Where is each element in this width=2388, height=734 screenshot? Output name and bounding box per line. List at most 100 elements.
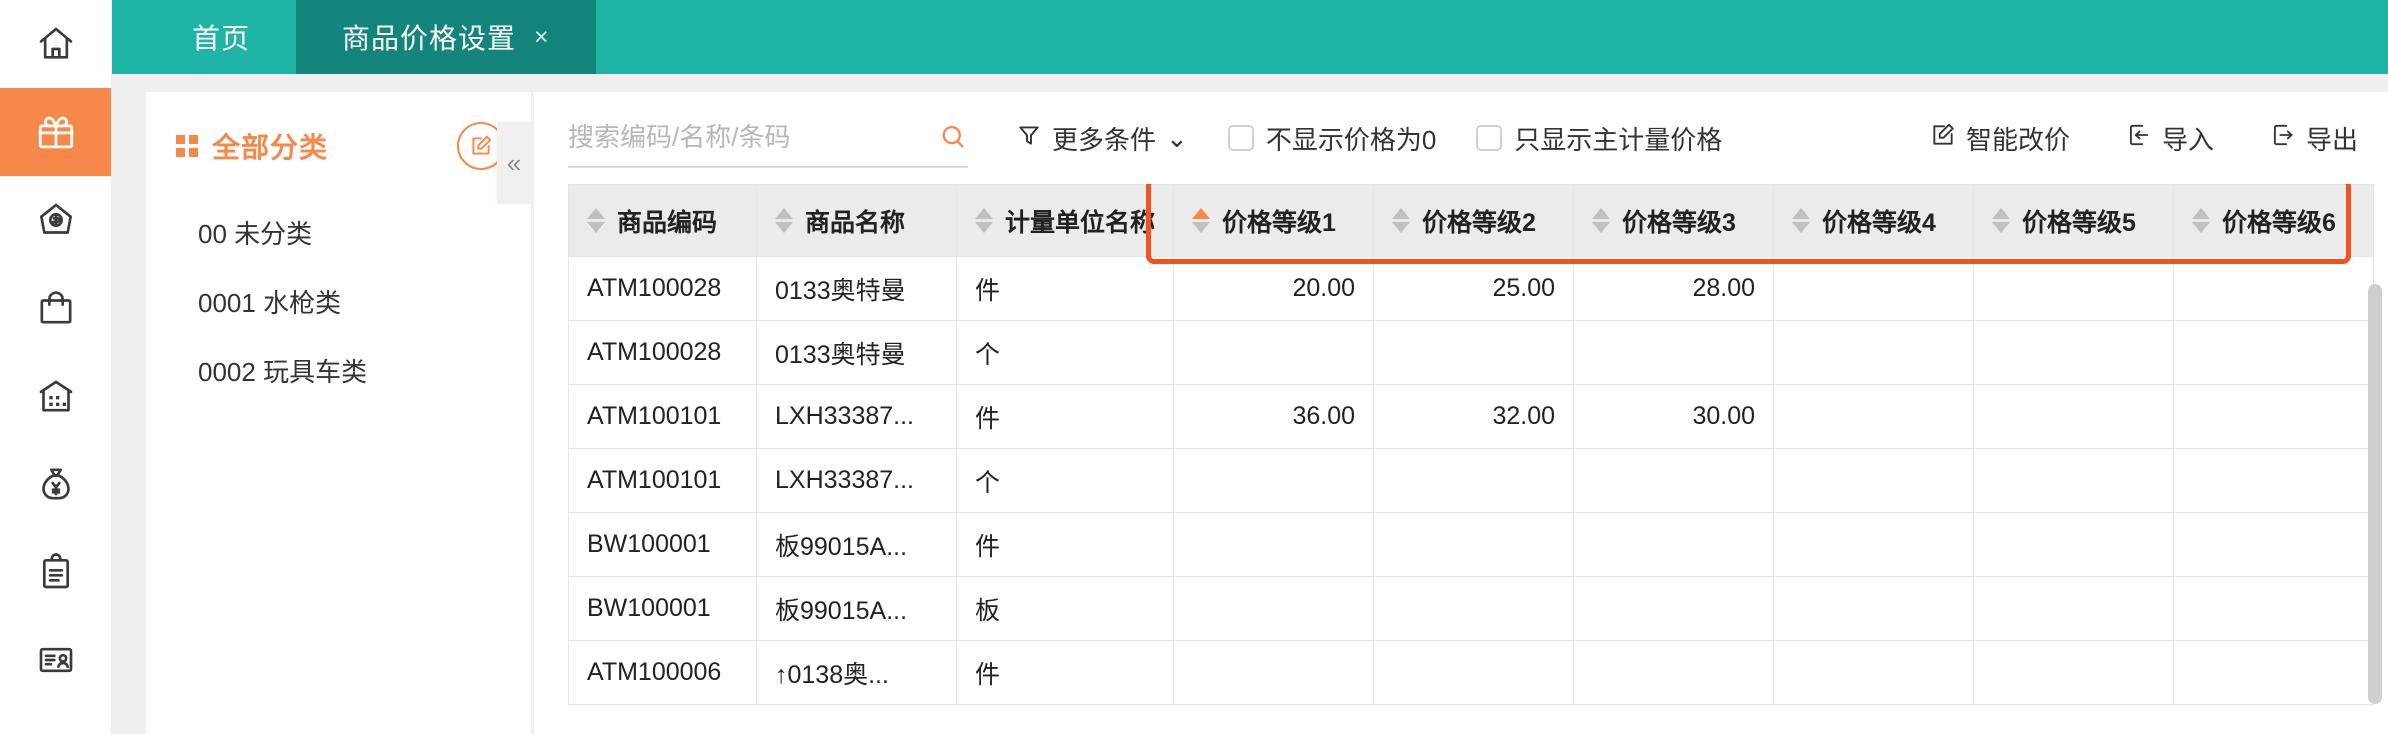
table-row[interactable]: ATM100028 0133奥特曼 个: [568, 320, 2375, 385]
checkbox-hide-zero-price[interactable]: 不显示价格为0: [1227, 120, 1436, 157]
cell-price-3[interactable]: [1573, 640, 1775, 705]
sort-icon[interactable]: [2192, 208, 2211, 233]
table-row[interactable]: ATM100101 LXH33387... 件 36.00 32.00 30.0…: [568, 384, 2375, 449]
cell-price-5[interactable]: [1973, 448, 2175, 513]
cell-price-4[interactable]: [1773, 448, 1975, 513]
cell-price-5[interactable]: [1973, 320, 2175, 385]
column-header-price-level-2[interactable]: 价格等级2: [1373, 184, 1575, 257]
cell-price-2[interactable]: 25.00: [1373, 256, 1575, 321]
tab-home[interactable]: 首页: [146, 0, 296, 74]
more-conditions-button[interactable]: 更多条件 ⌄: [1016, 120, 1188, 157]
cell-price-1[interactable]: [1173, 512, 1375, 577]
cell-price-5[interactable]: [1973, 512, 2175, 577]
column-header-price-level-6[interactable]: 价格等级6: [2173, 184, 2375, 257]
cell-price-2[interactable]: 32.00: [1373, 384, 1575, 449]
column-header-product-name[interactable]: 商品名称: [756, 184, 957, 257]
sort-icon[interactable]: [975, 208, 993, 233]
cell-price-4[interactable]: [1773, 576, 1975, 641]
sort-icon[interactable]: [587, 208, 605, 233]
cell-price-4[interactable]: [1773, 384, 1975, 449]
cell-product-name: 板99015A...: [756, 512, 957, 577]
column-header-price-level-1[interactable]: 价格等级1: [1173, 184, 1375, 257]
cell-price-2[interactable]: [1373, 640, 1575, 705]
category-item-label: 0002 玩具车类: [198, 357, 368, 387]
table-row[interactable]: ATM100028 0133奥特曼 件 20.00 25.00 28.00: [568, 256, 2375, 321]
checkbox-box[interactable]: [1476, 125, 1503, 151]
cell-price-1[interactable]: [1173, 576, 1375, 641]
cell-price-2[interactable]: [1373, 512, 1575, 577]
cell-product-code: BW100001: [568, 576, 757, 641]
vertical-scrollbar[interactable]: [2368, 284, 2382, 704]
cell-product-code: BW100001: [568, 512, 757, 577]
collapse-panel-button[interactable]: «: [497, 122, 531, 204]
sort-icon[interactable]: [1592, 208, 1611, 233]
cell-price-3[interactable]: [1573, 576, 1775, 641]
search-icon[interactable]: [938, 122, 968, 152]
cell-price-5[interactable]: [1973, 576, 2175, 641]
column-header-price-level-4[interactable]: 价格等级4: [1773, 184, 1975, 257]
export-button[interactable]: 导出: [2270, 120, 2358, 157]
cell-price-5[interactable]: [1973, 384, 2175, 449]
cell-price-6[interactable]: [2173, 256, 2375, 321]
cell-price-4[interactable]: [1773, 512, 1975, 577]
cell-price-3[interactable]: [1573, 320, 1775, 385]
checkbox-only-main-unit-price[interactable]: 只显示主计量价格: [1476, 120, 1722, 157]
cell-price-3[interactable]: [1573, 512, 1775, 577]
table-row[interactable]: ATM100006 ↑0138奥... 件: [568, 640, 2375, 705]
cell-price-6[interactable]: [2173, 448, 2375, 513]
category-item-uncategorized[interactable]: 00 未分类: [146, 198, 531, 267]
sidebar-item-members[interactable]: [0, 616, 111, 704]
sort-icon[interactable]: [1392, 208, 1411, 233]
table-row[interactable]: BW100001 板99015A... 板: [568, 576, 2375, 641]
column-header-price-level-5[interactable]: 价格等级5: [1973, 184, 2175, 257]
table-row[interactable]: BW100001 板99015A... 件: [568, 512, 2375, 577]
warehouse-icon: [36, 376, 76, 416]
sort-icon[interactable]: [1992, 208, 2011, 233]
sidebar-item-reports[interactable]: [0, 528, 111, 616]
cell-price-6[interactable]: [2173, 320, 2375, 385]
cell-price-1[interactable]: [1173, 448, 1375, 513]
sidebar-item-goods[interactable]: [0, 88, 111, 176]
sidebar-item-sales[interactable]: [0, 264, 111, 352]
close-icon[interactable]: ×: [534, 22, 550, 51]
sort-icon[interactable]: [1792, 208, 1811, 233]
cell-price-4[interactable]: [1773, 640, 1975, 705]
import-button[interactable]: 导入: [2126, 120, 2214, 157]
cell-price-2[interactable]: [1373, 448, 1575, 513]
sort-icon-ascending[interactable]: [1192, 208, 1211, 233]
column-header-unit-name[interactable]: 计量单位名称: [955, 184, 1175, 257]
cell-price-3[interactable]: [1573, 448, 1775, 513]
table-row[interactable]: ATM100101 LXH33387... 个: [568, 448, 2375, 513]
cell-price-5[interactable]: [1973, 640, 2175, 705]
cell-price-1[interactable]: [1173, 640, 1375, 705]
sidebar-item-more[interactable]: [0, 704, 111, 734]
cell-price-3[interactable]: 30.00: [1573, 384, 1775, 449]
cell-price-1[interactable]: 20.00: [1173, 256, 1375, 321]
column-header-product-code[interactable]: 商品编码: [568, 184, 757, 257]
cell-price-5[interactable]: [1973, 256, 2175, 321]
category-item-water-gun[interactable]: 0001 水枪类: [146, 267, 531, 336]
sort-icon[interactable]: [775, 208, 793, 233]
cell-price-2[interactable]: [1373, 320, 1575, 385]
cell-price-6[interactable]: [2173, 512, 2375, 577]
smart-price-change-button[interactable]: 智能改价: [1930, 120, 2070, 157]
column-header-price-level-3[interactable]: 价格等级3: [1573, 184, 1775, 257]
cell-price-6[interactable]: [2173, 640, 2375, 705]
cell-price-6[interactable]: [2173, 576, 2375, 641]
sidebar-item-purchase[interactable]: [0, 176, 111, 264]
tab-product-price-settings[interactable]: 商品价格设置 ×: [296, 0, 596, 74]
category-item-toy-car[interactable]: 0002 玩具车类: [146, 336, 531, 405]
table-scroll-container[interactable]: 商品编码 商品名称 计量单位名称: [534, 184, 2388, 734]
cell-price-2[interactable]: [1373, 576, 1575, 641]
cell-price-6[interactable]: [2173, 384, 2375, 449]
checkbox-box[interactable]: [1227, 125, 1254, 151]
cell-price-4[interactable]: [1773, 320, 1975, 385]
cell-price-4[interactable]: [1773, 256, 1975, 321]
cell-price-1[interactable]: [1173, 320, 1375, 385]
sidebar-item-finance[interactable]: [0, 440, 111, 528]
cell-price-1[interactable]: 36.00: [1173, 384, 1375, 449]
sidebar-item-warehouse[interactable]: [0, 352, 111, 440]
cell-price-3[interactable]: 28.00: [1573, 256, 1775, 321]
sidebar-item-home[interactable]: [0, 0, 111, 88]
search-input[interactable]: [568, 121, 938, 153]
